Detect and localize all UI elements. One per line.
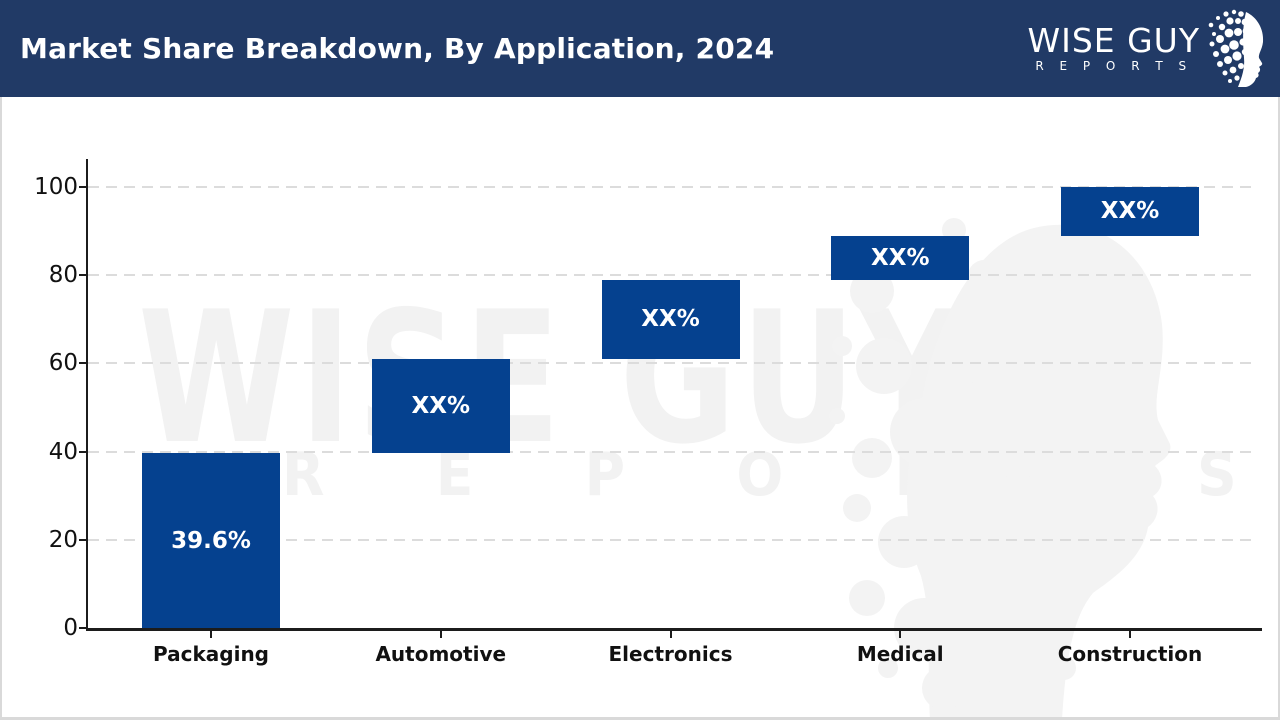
gridline-y40	[88, 450, 1253, 453]
bar-value-label: XX%	[641, 306, 700, 333]
x-axis-category-label: Construction	[1057, 642, 1203, 666]
bar-construction: XX%	[1061, 187, 1199, 236]
wiseguy-logo-wordmark: WISE GUY	[1027, 20, 1200, 60]
y-axis-tick-mark	[79, 627, 87, 629]
x-axis-tick-mark	[899, 631, 902, 638]
bar-medical: XX%	[831, 235, 970, 280]
x-axis-tick-mark	[439, 631, 442, 638]
y-axis-tick-label: 80	[48, 262, 78, 289]
y-axis-tick-mark	[79, 186, 87, 188]
x-axis-tick-mark	[669, 631, 672, 638]
y-axis-line	[86, 158, 88, 631]
gridline-y80	[88, 274, 1253, 277]
y-axis-tick-mark	[79, 362, 87, 365]
bar-value-label: XX%	[1100, 198, 1160, 225]
bar-packaging: 39.6%	[142, 453, 280, 628]
y-axis-tick-mark	[79, 538, 87, 541]
header-bar: Market Share Breakdown, By Application, …	[0, 0, 1280, 97]
wiseguy-logo-subtitle: R E P O R T S	[1035, 59, 1193, 74]
y-axis-tick-mark	[79, 274, 87, 277]
page-title: Market Share Breakdown, By Application, …	[20, 32, 775, 65]
wiseguy-logo: WISE GUY R E P O R T S	[1027, 9, 1266, 89]
wiseguy-logo-text: WISE GUY R E P O R T S	[1027, 20, 1200, 74]
bar-value-label: XX%	[870, 244, 930, 271]
bar-electronics: XX%	[601, 279, 740, 359]
page-border-right	[1278, 97, 1280, 720]
bar-value-label: XX%	[411, 393, 470, 420]
x-axis-category-label: Electronics	[608, 642, 733, 666]
x-axis-tick-mark	[210, 631, 212, 638]
bar-automotive: XX%	[371, 358, 510, 454]
gridline-y100	[88, 186, 1253, 188]
waterfall-chart: 0 20 40 60 80 100 39.6% Packaging XX% Automotive X…	[0, 97, 1280, 720]
page-border-left	[0, 97, 2, 720]
y-axis-tick-label: 100	[34, 174, 78, 200]
y-axis-tick-mark	[79, 450, 87, 453]
page-border-bottom	[0, 717, 1280, 720]
y-axis-tick-label: 40	[48, 438, 78, 465]
x-axis-category-label: Automotive	[375, 642, 507, 666]
bar-value-label: 39.6%	[171, 527, 251, 554]
gridline-y60	[88, 362, 1253, 365]
x-axis-category-label: Medical	[856, 642, 944, 666]
y-axis-tick-label: 60	[48, 350, 78, 377]
gridline-y20	[88, 538, 1253, 541]
x-axis-category-label: Packaging	[153, 642, 269, 666]
y-axis-tick-label: 20	[48, 526, 78, 553]
wiseguy-head-icon	[1208, 9, 1264, 87]
x-axis-tick-mark	[1129, 631, 1131, 638]
y-axis-tick-label: 0	[63, 615, 78, 641]
x-axis-line	[86, 628, 1262, 631]
